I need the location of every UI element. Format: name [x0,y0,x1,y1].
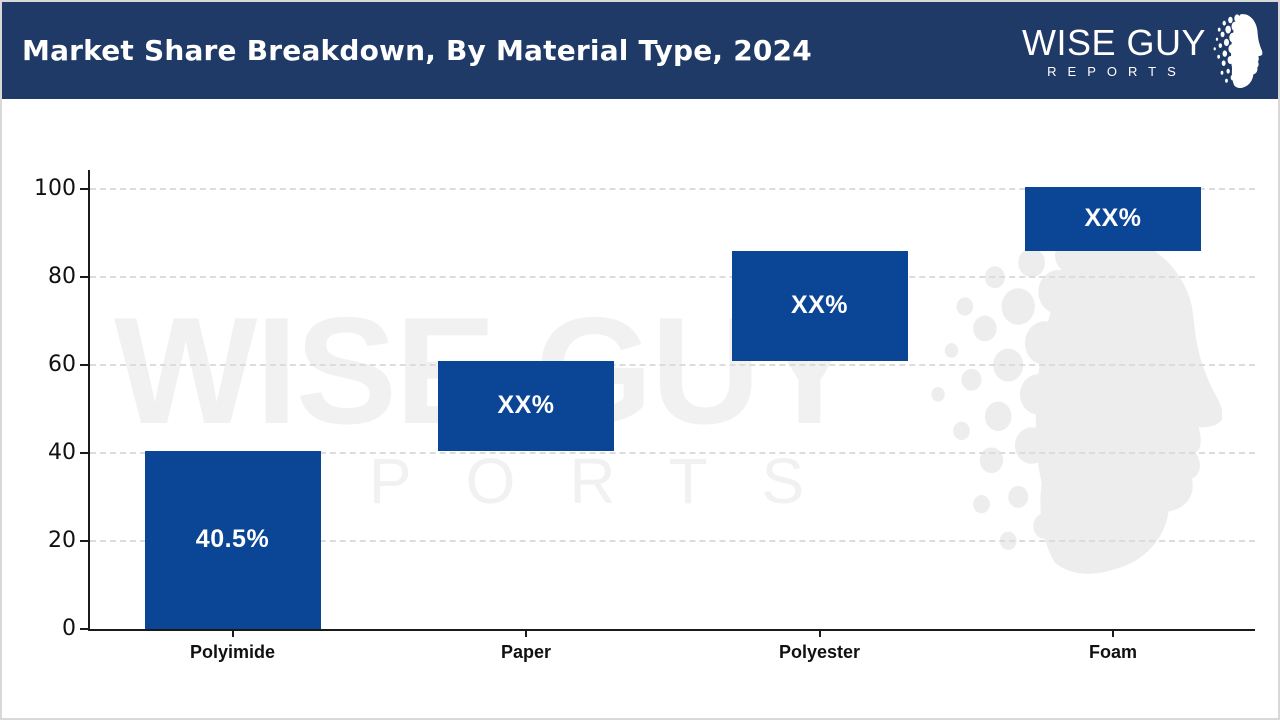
y-tick-label-60: 60 [48,352,76,377]
gridline-100 [90,188,1255,190]
bar-Foam: XX% [1025,186,1201,251]
logo-text: WISE GUY REPORTS [1021,22,1206,80]
logo-wordmark: WISE GUY [1021,22,1206,63]
gridline-80 [90,276,1255,278]
y-tick-label-40: 40 [48,440,76,465]
y-tickmark-100 [80,188,90,190]
logo-reports-label: REPORTS [1047,64,1187,79]
bar-value-label-Polyimide: 40.5% [195,525,270,554]
gridline-40 [90,452,1255,454]
y-tickmark-60 [80,364,90,366]
x-tick-label-Polyester: Polyester [778,642,861,662]
y-tickmark-0 [80,628,90,630]
y-tickmark-20 [80,540,90,542]
x-tickmark-Polyimide [231,631,234,637]
bar-Polyimide: 40.5% [144,450,321,629]
chart-title: Market Share Breakdown, By Material Type… [22,34,812,67]
y-tickmark-80 [80,276,90,278]
x-tickmark-Polyester [818,631,821,637]
bar-Polyester: XX% [731,250,908,361]
bar-value-label-Foam: XX% [1084,204,1142,233]
y-axis-line [88,170,90,631]
y-tick-label-0: 0 [62,616,76,641]
bar-Paper: XX% [438,360,614,451]
x-axis-line [88,629,1255,631]
x-tick-label-Polyimide: Polyimide [189,642,276,662]
gridline-20 [90,540,1255,542]
y-tickmark-40 [80,452,90,454]
x-tickmark-Foam [1112,631,1114,637]
x-tickmark-Paper [525,631,527,637]
x-tick-label-Foam: Foam [1088,642,1137,662]
header: Market Share Breakdown, By Material Type… [2,2,1278,99]
gridline-60 [90,364,1255,366]
y-tick-label-80: 80 [48,264,76,289]
bar-value-label-Polyester: XX% [790,291,849,320]
wiseguy-logo: WISE GUY REPORTS [1014,8,1264,94]
y-tick-label-20: 20 [48,528,76,553]
bar-value-label-Paper: XX% [497,391,555,420]
x-tick-label-Paper: Paper [500,642,552,662]
y-tick-label-100: 100 [34,176,76,201]
